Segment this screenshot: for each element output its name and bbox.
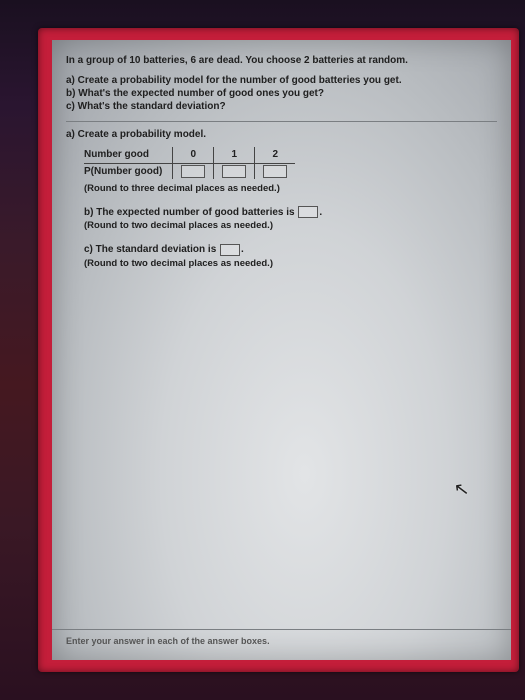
answer-input-stddev[interactable] [220,244,240,256]
row-label-p-number-good: P(Number good) [84,163,173,179]
answer-c-text: c) The standard deviation is [84,244,219,255]
col-header-1: 1 [214,147,255,163]
row-label-number-good: Number good [84,147,173,163]
round-note-b: (Round to two decimal places as needed.) [84,220,497,233]
table-row: P(Number good) [84,163,295,179]
part-b-text: b) What's the expected number of good on… [66,87,497,100]
footer-hint: Enter your answer in each of the answer … [66,636,270,646]
probability-table: Number good 0 1 2 P(Number good) [84,147,497,179]
answer-input-p2[interactable] [263,165,287,178]
table-row: Number good 0 1 2 [84,147,295,163]
answer-input-p1[interactable] [222,165,246,178]
divider [66,121,497,122]
answer-a-heading: a) Create a probability model. [66,128,497,142]
cursor-icon: ↖ [453,478,471,501]
answer-input-p0[interactable] [181,165,205,178]
footer-bar: Enter your answer in each of the answer … [52,629,511,646]
answer-b-line: b) The expected number of good batteries… [84,206,497,220]
problem-intro: In a group of 10 batteries, 6 are dead. … [66,54,497,68]
round-note-c: (Round to two decimal places as needed.) [84,258,497,271]
answer-b-text: b) The expected number of good batteries… [84,207,297,218]
answer-input-expected[interactable] [298,206,318,218]
screen: In a group of 10 batteries, 6 are dead. … [52,40,511,660]
part-c-text: c) What's the standard deviation? [66,100,497,113]
col-header-0: 0 [173,147,214,163]
problem-parts: a) Create a probability model for the nu… [66,74,497,113]
round-note-a: (Round to three decimal places as needed… [84,183,497,196]
device-frame: In a group of 10 batteries, 6 are dead. … [0,0,525,700]
part-a-text: a) Create a probability model for the nu… [66,74,497,87]
answer-c-line: c) The standard deviation is . [84,243,497,257]
question-content: In a group of 10 batteries, 6 are dead. … [52,40,511,271]
col-header-2: 2 [255,147,296,163]
